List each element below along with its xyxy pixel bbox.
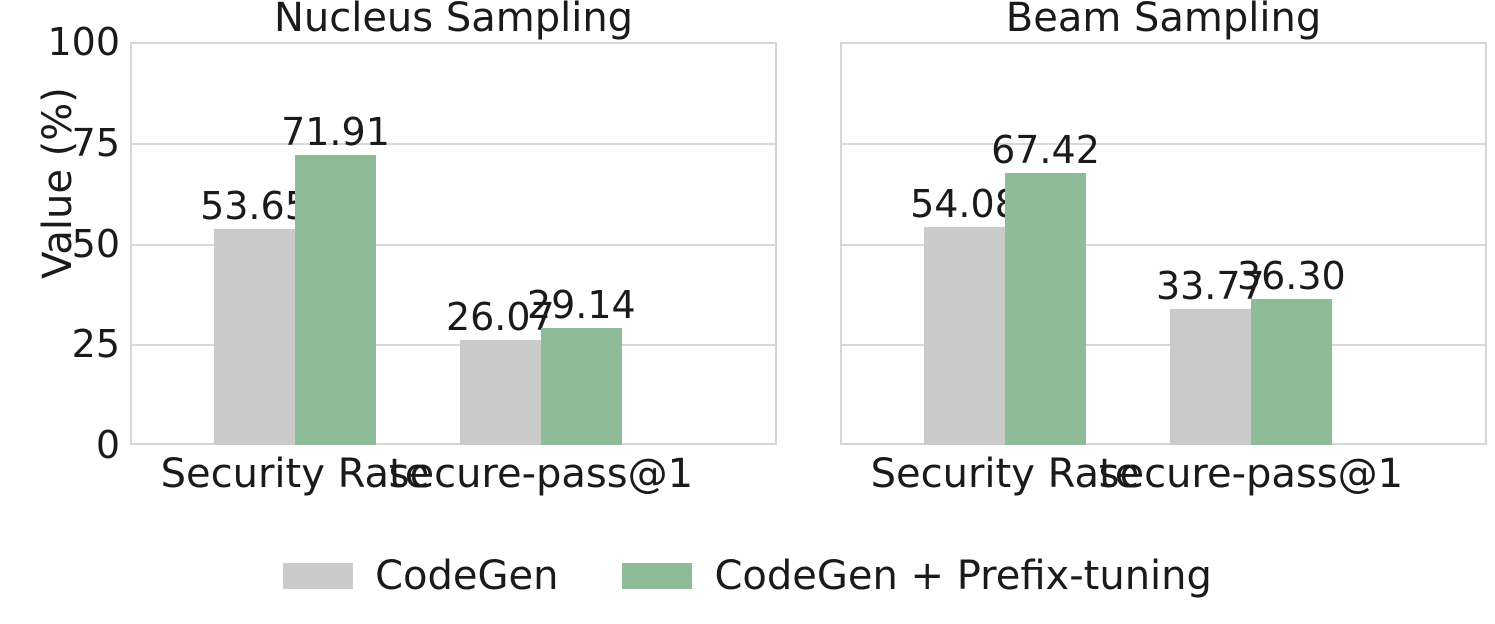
y-tick-label: 100 bbox=[47, 20, 120, 64]
y-tick-label: 0 bbox=[95, 423, 120, 467]
bar bbox=[1169, 308, 1251, 445]
bar-value-label: 71.91 bbox=[281, 110, 390, 155]
bar bbox=[1250, 298, 1332, 445]
bar-value-label: 36.30 bbox=[1236, 253, 1346, 298]
legend-label: CodeGen bbox=[375, 553, 559, 599]
grid-line bbox=[130, 344, 777, 347]
legend-entry[interactable]: CodeGen + Prefix-tuning bbox=[622, 553, 1212, 599]
panel-nucleus-sampling: Nucleus Sampling 53.65 26.07 71.91 29.14 Se… bbox=[130, 0, 777, 496]
x-tick-label: secure-pass@1 bbox=[388, 451, 694, 497]
bar bbox=[1004, 173, 1086, 445]
plot-area: 53.65 26.07 71.91 29.14 bbox=[130, 42, 777, 445]
grid-line bbox=[840, 243, 1487, 246]
bar bbox=[540, 327, 622, 445]
panel-beam-sampling: Beam Sampling 54.08 33.77 67.42 36.30 Secur… bbox=[840, 0, 1487, 496]
legend-label: CodeGen + Prefix-tuning bbox=[714, 553, 1212, 599]
legend-color-swatch bbox=[283, 563, 354, 589]
bar-value-label: 54.08 bbox=[910, 182, 1019, 227]
bar bbox=[213, 228, 295, 445]
y-tick-label: 75 bbox=[71, 120, 120, 165]
y-tick-label: 25 bbox=[71, 322, 120, 367]
bar bbox=[294, 155, 376, 445]
bar-value-label: 29.14 bbox=[526, 282, 636, 327]
bar bbox=[923, 227, 1005, 445]
panel-title-nucleus: Nucleus Sampling bbox=[273, 0, 634, 41]
bar-value-label: 26.07 bbox=[445, 294, 555, 339]
bar-value-label: 67.42 bbox=[991, 128, 1100, 173]
bar-value-label: 53.65 bbox=[200, 183, 309, 228]
bar-value-label: 33.77 bbox=[1155, 263, 1265, 308]
legend-entry[interactable]: CodeGen bbox=[283, 556, 558, 596]
y-tick-label: 50 bbox=[71, 221, 120, 266]
x-tick-label: Security Rate bbox=[870, 451, 1140, 497]
legend: CodeGen CodeGen + Prefix-tuning bbox=[0, 556, 1495, 596]
x-tick-label: Security Rate bbox=[160, 451, 430, 497]
grid-line bbox=[130, 243, 777, 246]
bar bbox=[459, 339, 541, 445]
grid-line bbox=[840, 344, 1487, 347]
y-axis-tick-labels: 100 75 50 25 0 bbox=[0, 0, 120, 624]
legend-color-swatch bbox=[622, 563, 693, 589]
grid-line bbox=[130, 142, 777, 145]
plot-area: 54.08 33.77 67.42 36.30 bbox=[840, 42, 1487, 445]
x-tick-label: secure-pass@1 bbox=[1098, 451, 1404, 497]
panel-title-beam: Beam Sampling bbox=[1005, 0, 1322, 41]
grid-line bbox=[840, 142, 1487, 145]
